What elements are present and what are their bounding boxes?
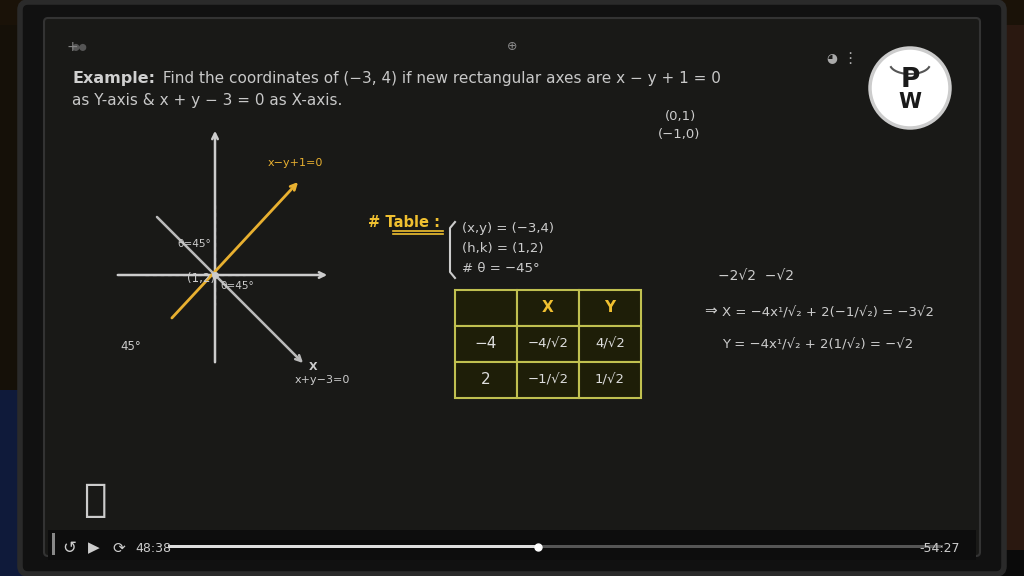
Text: (0,1): (0,1) — [665, 110, 696, 123]
FancyBboxPatch shape — [20, 2, 1004, 574]
Bar — [0, 0, 1024, 25]
Text: ⋮: ⋮ — [843, 51, 858, 66]
Text: # Table :: # Table : — [368, 215, 440, 230]
Bar — [455, 362, 517, 398]
Text: # θ = −45°: # θ = −45° — [462, 262, 540, 275]
Bar — [455, 290, 517, 326]
Text: (x,y) = (−3,4): (x,y) = (−3,4) — [462, 222, 554, 235]
Bar — [0, 390, 40, 576]
Text: ↺: ↺ — [62, 539, 76, 557]
Text: ⬤⬤: ⬤⬤ — [72, 43, 88, 51]
Text: θ=45°: θ=45° — [220, 281, 254, 291]
Bar — [579, 290, 641, 326]
Text: ▶: ▶ — [88, 540, 99, 555]
Text: (−1,0): (−1,0) — [658, 128, 700, 141]
Text: (1,2): (1,2) — [187, 272, 215, 285]
Text: θ=45°: θ=45° — [177, 239, 211, 249]
Text: -54:27: -54:27 — [920, 541, 961, 555]
Text: −2√2  −√2: −2√2 −√2 — [718, 269, 794, 283]
Text: x+y−3=0: x+y−3=0 — [295, 375, 350, 385]
Text: 1/√2: 1/√2 — [595, 373, 625, 386]
Text: Y = −4x¹/√₂ + 2(1/√₂) = −√2: Y = −4x¹/√₂ + 2(1/√₂) = −√2 — [722, 338, 913, 351]
Text: x−y+1=0: x−y+1=0 — [267, 158, 323, 168]
Text: 48:38: 48:38 — [135, 541, 171, 555]
Text: ⟳: ⟳ — [112, 540, 125, 555]
Text: W: W — [898, 92, 922, 112]
Bar — [168, 545, 943, 548]
Text: 45°: 45° — [120, 340, 140, 353]
Text: ◕: ◕ — [826, 51, 838, 65]
Text: 2: 2 — [481, 373, 490, 388]
Text: ⊕: ⊕ — [507, 40, 517, 52]
Bar — [52, 533, 55, 555]
Bar — [0, 390, 25, 576]
Bar — [48, 530, 976, 560]
Bar — [0, 0, 30, 576]
Text: X: X — [542, 301, 554, 316]
Bar — [168, 545, 538, 548]
FancyBboxPatch shape — [44, 18, 980, 556]
Bar — [0, 550, 1024, 576]
Text: ⇒: ⇒ — [705, 304, 717, 319]
Text: −4: −4 — [475, 336, 498, 351]
Text: X = −4x¹/√₂ + 2(−1/√₂) = −3√2: X = −4x¹/√₂ + 2(−1/√₂) = −3√2 — [722, 306, 934, 319]
Text: 🏹: 🏹 — [83, 481, 106, 519]
Bar — [517, 362, 579, 398]
Text: +: + — [67, 40, 78, 54]
Text: 4/√2: 4/√2 — [595, 338, 625, 351]
Bar — [455, 326, 517, 362]
Bar — [517, 326, 579, 362]
Text: Y: Y — [604, 301, 615, 316]
Bar — [970, 0, 1024, 576]
Bar — [579, 326, 641, 362]
Text: Find the coordinates of (−3, 4) if new rectangular axes are x − y + 1 = 0: Find the coordinates of (−3, 4) if new r… — [158, 70, 721, 85]
Text: −1/√2: −1/√2 — [527, 373, 568, 386]
Text: −4/√2: −4/√2 — [527, 338, 568, 351]
Bar — [0, 0, 55, 576]
Text: as Y-axis & x + y − 3 = 0 as X-axis.: as Y-axis & x + y − 3 = 0 as X-axis. — [72, 93, 342, 108]
Text: P: P — [900, 67, 920, 93]
Bar — [579, 362, 641, 398]
Text: (h,k) = (1,2): (h,k) = (1,2) — [462, 242, 544, 255]
Text: Example:: Example: — [72, 70, 155, 85]
Ellipse shape — [870, 48, 950, 128]
Bar — [517, 290, 579, 326]
Text: X: X — [309, 362, 317, 372]
